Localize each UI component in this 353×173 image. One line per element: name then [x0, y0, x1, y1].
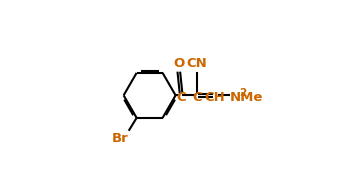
Text: C: C: [176, 91, 186, 104]
Text: C: C: [192, 91, 202, 104]
Text: CH: CH: [204, 91, 225, 104]
Text: 2: 2: [239, 88, 246, 98]
Text: CN: CN: [186, 57, 207, 70]
Text: NMe: NMe: [229, 91, 263, 104]
Text: O: O: [173, 57, 185, 70]
Text: Br: Br: [112, 132, 128, 145]
